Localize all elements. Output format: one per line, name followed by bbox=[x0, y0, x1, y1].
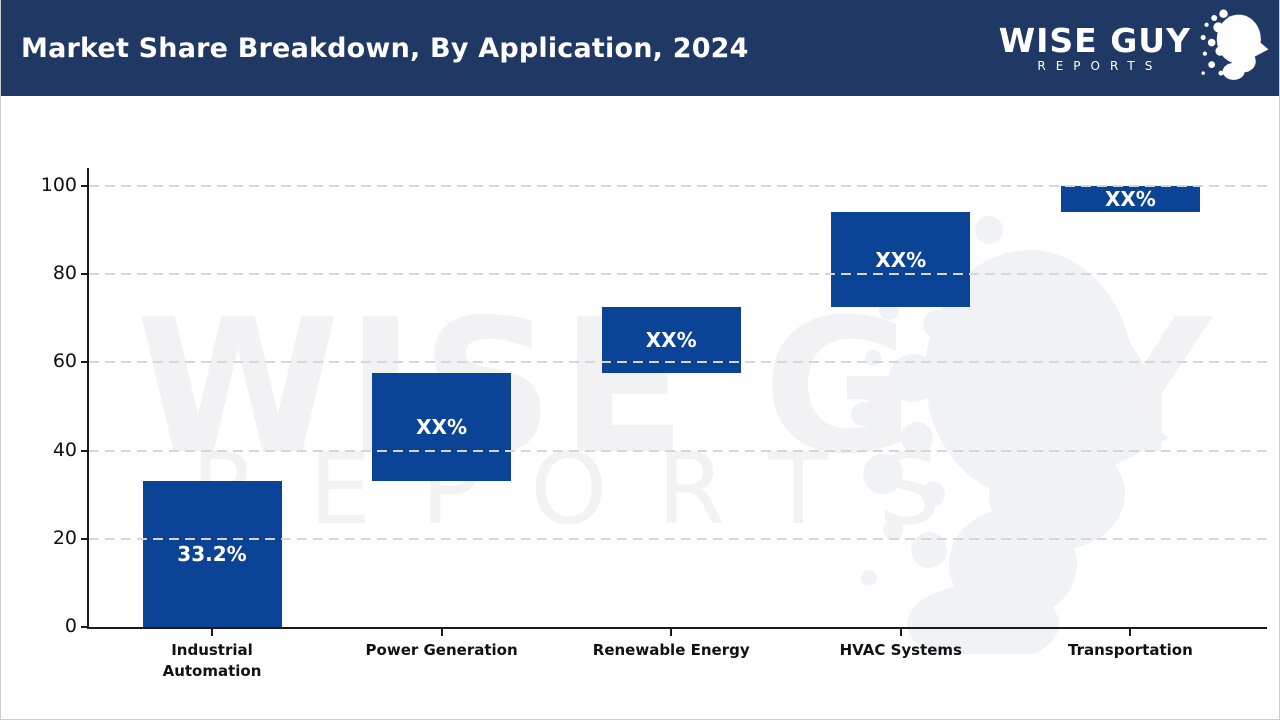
x-tick-mark bbox=[440, 629, 443, 636]
y-tick-label: 40 bbox=[52, 438, 77, 461]
y-tick-label: 60 bbox=[52, 350, 77, 373]
gridline bbox=[89, 449, 1267, 452]
plot: 33.2% XX% XX% XX% XX% 0 20 40 60 80 100 Industrial … bbox=[1, 96, 1279, 719]
y-tick-label: 80 bbox=[52, 262, 77, 285]
y-tick-label: 0 bbox=[64, 615, 77, 637]
x-tick-mark bbox=[899, 629, 902, 636]
watermark-subtitle: REPORTS bbox=[191, 433, 991, 547]
x-tick-label-hvac-systems: HVAC Systems bbox=[839, 641, 962, 659]
logo-wordmark: WISE GUY bbox=[998, 21, 1191, 60]
gridline bbox=[89, 273, 1267, 276]
bar-power-generation: XX% bbox=[372, 373, 512, 481]
gridline bbox=[89, 185, 1267, 187]
y-tick-label: 100 bbox=[40, 174, 77, 196]
bar-value-label: 33.2% bbox=[177, 541, 247, 566]
bar-value-label: XX% bbox=[875, 247, 927, 272]
x-tick-label-power-generation: Power Generation bbox=[365, 641, 518, 659]
x-tick-mark bbox=[670, 629, 673, 636]
y-tick-mark bbox=[81, 537, 88, 540]
logo-text: WISE GUY REPORTS bbox=[999, 24, 1191, 72]
y-tick-mark bbox=[81, 273, 88, 276]
bar-industrial-automation: 33.2% bbox=[142, 480, 282, 627]
y-axis-spine bbox=[87, 168, 89, 629]
watermark-face-icon bbox=[833, 214, 1183, 664]
bar-hvac-systems: XX% bbox=[831, 212, 971, 308]
bar-value-label: XX% bbox=[645, 328, 697, 353]
y-tick-mark bbox=[81, 185, 88, 187]
x-axis-spine bbox=[87, 627, 1267, 629]
x-tick-label-industrial-automation: Industrial Automation bbox=[162, 641, 262, 680]
gridline bbox=[89, 537, 1267, 540]
wiseguy-logo: WISE GUY REPORTS bbox=[999, 4, 1271, 92]
gridline bbox=[89, 361, 1267, 364]
page-title: Market Share Breakdown, By Application, … bbox=[21, 32, 749, 64]
header: Market Share Breakdown, By Application, … bbox=[1, 0, 1279, 96]
x-tick-mark bbox=[211, 629, 213, 636]
y-tick-label: 20 bbox=[52, 526, 77, 549]
y-tick-mark bbox=[81, 361, 88, 364]
bar-renewable-energy: XX% bbox=[601, 307, 741, 374]
x-tick-mark bbox=[1129, 629, 1132, 636]
logo-face-icon bbox=[1193, 4, 1271, 92]
bar-value-label: XX% bbox=[416, 415, 468, 439]
bar-value-label: XX% bbox=[1104, 187, 1156, 212]
chart-area: WISE GUY REPORTS bbox=[1, 96, 1279, 719]
y-tick-mark bbox=[81, 449, 88, 452]
bar-transportation: XX% bbox=[1060, 186, 1200, 213]
x-tick-label-transportation: Transportation bbox=[1068, 641, 1193, 659]
y-tick-mark bbox=[81, 626, 88, 628]
x-tick-label-renewable-energy: Renewable Energy bbox=[592, 641, 750, 659]
logo-subtitle: REPORTS bbox=[1037, 59, 1163, 73]
